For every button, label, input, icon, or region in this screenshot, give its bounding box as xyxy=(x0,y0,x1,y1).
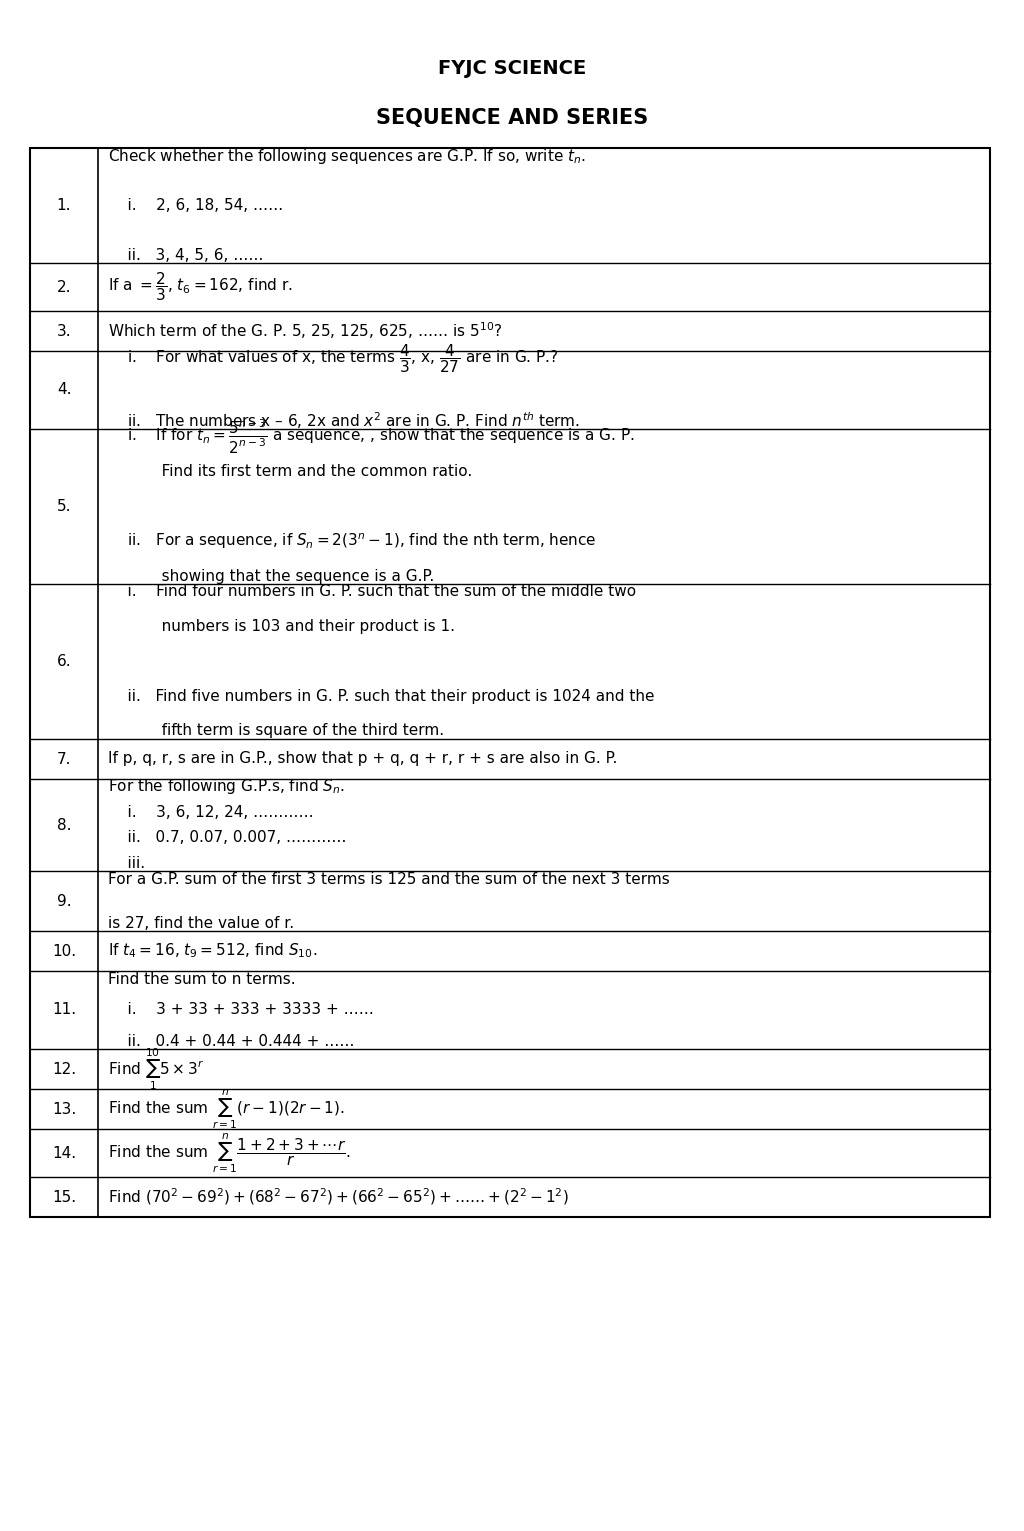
Text: i.    For what values of x, the terms $\dfrac{4}{3}$, x, $\dfrac{4}{27}$ are in : i. For what values of x, the terms $\dfr… xyxy=(108,343,558,375)
Text: ii.   The numbers x – 6, 2x and $x^{2}$ are in G. P. Find $n^{th}$ term.: ii. The numbers x – 6, 2x and $x^{2}$ ar… xyxy=(108,410,580,432)
Text: ii.   3, 4, 5, 6, ……: ii. 3, 4, 5, 6, …… xyxy=(108,248,263,262)
Text: i.    2, 6, 18, 54, ……: i. 2, 6, 18, 54, …… xyxy=(108,197,284,213)
Text: numbers is 103 and their product is 1.: numbers is 103 and their product is 1. xyxy=(108,619,455,634)
Text: Find the sum $\sum_{r=1}^{n}\dfrac{1+2+3+\cdots r}{r}$.: Find the sum $\sum_{r=1}^{n}\dfrac{1+2+3… xyxy=(108,1131,350,1174)
Text: i.    3 + 33 + 333 + 3333 + ……: i. 3 + 33 + 333 + 3333 + …… xyxy=(108,1003,374,1018)
Text: i.    If for $t_n = \dfrac{5^{n-3}}{2^{n-3}}$ a sequence, , show that the sequen: i. If for $t_n = \dfrac{5^{n-3}}{2^{n-3}… xyxy=(108,418,635,456)
Text: 8.: 8. xyxy=(56,818,72,833)
Text: 11.: 11. xyxy=(52,1003,76,1018)
Text: Which term of the G. P. 5, 25, 125, 625, …… is $5^{10}$?: Which term of the G. P. 5, 25, 125, 625,… xyxy=(108,320,503,341)
Text: 5.: 5. xyxy=(56,499,72,514)
Text: 12.: 12. xyxy=(52,1061,76,1076)
Text: 4.: 4. xyxy=(56,383,72,398)
Text: For the following G.P.s, find $S_n$.: For the following G.P.s, find $S_n$. xyxy=(108,778,345,796)
Text: Find the sum $\sum_{r=1}^{n}(r - 1)(2r - 1)$.: Find the sum $\sum_{r=1}^{n}(r - 1)(2r -… xyxy=(108,1087,345,1131)
Text: 7.: 7. xyxy=(56,752,72,767)
Text: If a $=\dfrac{2}{3}$, $t_6 = 162$, find r.: If a $=\dfrac{2}{3}$, $t_6 = 162$, find … xyxy=(108,271,293,303)
Text: 10.: 10. xyxy=(52,943,76,958)
Text: fifth term is square of the third term.: fifth term is square of the third term. xyxy=(108,724,444,738)
Text: 6.: 6. xyxy=(56,654,72,669)
Text: ii.   Find five numbers in G. P. such that their product is 1024 and the: ii. Find five numbers in G. P. such that… xyxy=(108,689,654,704)
Text: showing that the sequence is a G.P.: showing that the sequence is a G.P. xyxy=(108,568,434,583)
Text: iii.: iii. xyxy=(108,856,145,871)
Text: 3.: 3. xyxy=(56,323,72,338)
Text: 9.: 9. xyxy=(56,894,72,908)
Text: ii.   0.4 + 0.44 + 0.444 + ……: ii. 0.4 + 0.44 + 0.444 + …… xyxy=(108,1033,354,1049)
Text: For a G.P. sum of the first 3 terms is 125 and the sum of the next 3 terms: For a G.P. sum of the first 3 terms is 1… xyxy=(108,871,670,886)
Text: Find $\sum_{1}^{10} 5 \times 3^r$: Find $\sum_{1}^{10} 5 \times 3^r$ xyxy=(108,1046,204,1092)
Bar xyxy=(30,149,990,1217)
Text: Find its first term and the common ratio.: Find its first term and the common ratio… xyxy=(108,464,472,479)
Text: FYJC SCIENCE: FYJC SCIENCE xyxy=(438,58,586,78)
Text: ii.   For a sequence, if $S_n = 2(3^n - 1)$, find the nth term, hence: ii. For a sequence, if $S_n = 2(3^n - 1)… xyxy=(108,531,596,551)
Text: Find the sum to n terms.: Find the sum to n terms. xyxy=(108,972,296,986)
Text: 1.: 1. xyxy=(56,197,72,213)
Text: 2.: 2. xyxy=(56,280,72,294)
Text: Find $(70^2 - 69^2) + (68^2 - 67^2) + (66^2 - 65^2) + \ldots\ldots + (2^2 - 1^2): Find $(70^2 - 69^2) + (68^2 - 67^2) + (6… xyxy=(108,1187,568,1208)
Text: is 27, find the value of r.: is 27, find the value of r. xyxy=(108,916,294,931)
Text: If $t_4 = 16$, $t_9 = 512$, find $S_{10}$.: If $t_4 = 16$, $t_9 = 512$, find $S_{10}… xyxy=(108,942,317,960)
Text: i.    3, 6, 12, 24, …………: i. 3, 6, 12, 24, ………… xyxy=(108,805,313,819)
Text: If p, q, r, s are in G.P., show that p + q, q + r, r + s are also in G. P.: If p, q, r, s are in G.P., show that p +… xyxy=(108,752,617,767)
Text: 14.: 14. xyxy=(52,1145,76,1160)
Text: ii.   0.7, 0.07, 0.007, …………: ii. 0.7, 0.07, 0.007, ………… xyxy=(108,830,346,845)
Text: SEQUENCE AND SERIES: SEQUENCE AND SERIES xyxy=(376,109,648,129)
Text: 15.: 15. xyxy=(52,1190,76,1205)
Text: Check whether the following sequences are G.P. If so, write $t_n$.: Check whether the following sequences ar… xyxy=(108,147,586,165)
Text: i.    Find four numbers in G. P. such that the sum of the middle two: i. Find four numbers in G. P. such that … xyxy=(108,585,636,600)
Text: 13.: 13. xyxy=(52,1101,76,1116)
